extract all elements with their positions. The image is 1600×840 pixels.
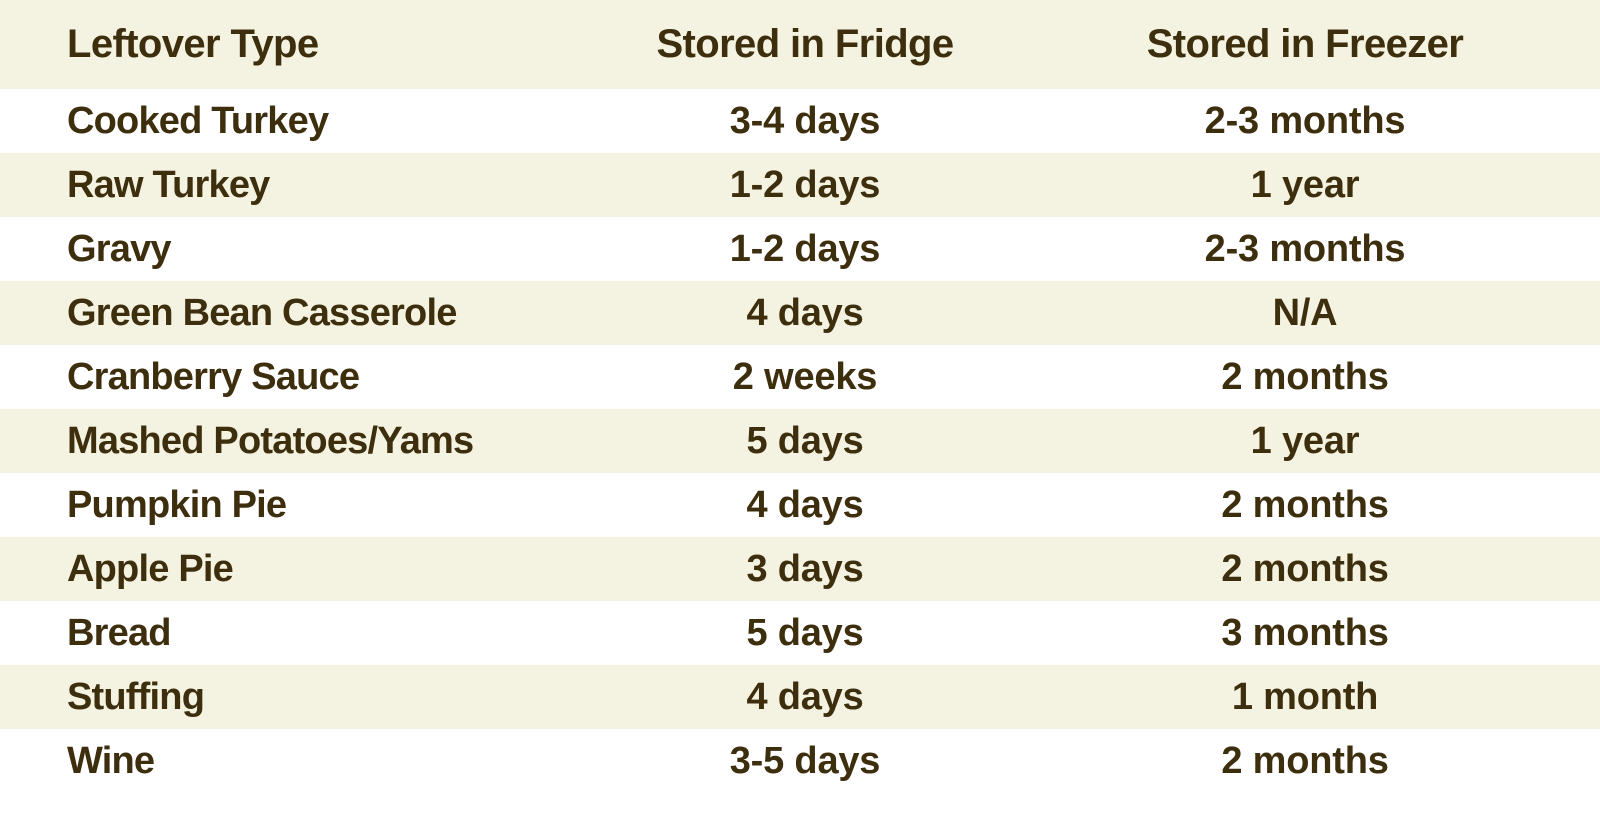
table-row: Mashed Potatoes/Yams 5 days 1 year (0, 409, 1600, 473)
column-header-stored-in-fridge: Stored in Fridge (656, 22, 954, 66)
cell-leftover-type: Wine (67, 740, 155, 782)
cell-stored-in-fridge: 5 days (746, 420, 864, 462)
cell-stored-in-fridge: 3-4 days (729, 100, 881, 142)
cell-leftover-type: Bread (67, 612, 172, 654)
cell-stored-in-freezer: 2 months (1221, 548, 1389, 590)
cell-stored-in-fridge: 1-2 days (729, 228, 881, 270)
cell-stored-in-fridge: 4 days (746, 676, 864, 718)
cell-stored-in-freezer: 2-3 months (1204, 100, 1406, 142)
cell-stored-in-freezer: 2-3 months (1204, 228, 1406, 270)
cell-leftover-type: Gravy (67, 228, 172, 270)
cell-stored-in-freezer: 2 months (1221, 356, 1389, 398)
cell-stored-in-freezer: 2 months (1221, 484, 1389, 526)
cell-stored-in-fridge: 5 days (746, 612, 864, 654)
table-row: Cooked Turkey 3-4 days 2-3 months (0, 89, 1600, 153)
cell-leftover-type: Green Bean Casserole (67, 292, 457, 334)
table-header: Leftover Type Stored in Fridge Stored in… (0, 0, 1600, 89)
table-bottom-filler (0, 793, 1600, 840)
table-body: Cooked Turkey 3-4 days 2-3 months Raw Turke… (0, 89, 1600, 793)
table-row: Cranberry Sauce 2 weeks 2 months (0, 345, 1600, 409)
cell-leftover-type: Apple Pie (67, 548, 234, 590)
header-row: Leftover Type Stored in Fridge Stored in… (0, 0, 1600, 89)
cell-leftover-type: Pumpkin Pie (67, 484, 287, 526)
column-header-leftover-type: Leftover Type (67, 22, 319, 66)
table-row: Stuffing 4 days 1 month (0, 665, 1600, 729)
cell-stored-in-freezer: 1 year (1250, 164, 1360, 206)
cell-leftover-type: Cooked Turkey (67, 100, 329, 142)
cell-stored-in-fridge: 1-2 days (729, 164, 881, 206)
cell-stored-in-fridge: 4 days (746, 484, 864, 526)
cell-stored-in-freezer: 1 year (1250, 420, 1360, 462)
table-row: Pumpkin Pie 4 days 2 months (0, 473, 1600, 537)
cell-stored-in-fridge: 3 days (746, 548, 864, 590)
cell-stored-in-fridge: 3-5 days (729, 740, 881, 782)
cell-stored-in-fridge: 4 days (746, 292, 864, 334)
cell-stored-in-freezer: N/A (1272, 292, 1338, 334)
cell-leftover-type: Raw Turkey (67, 164, 270, 206)
storage-times-table: Leftover Type Stored in Fridge Stored in… (0, 0, 1600, 793)
table-row: Apple Pie 3 days 2 months (0, 537, 1600, 601)
cell-stored-in-fridge: 2 weeks (732, 356, 878, 398)
cell-stored-in-freezer: 3 months (1221, 612, 1389, 654)
cell-stored-in-freezer: 2 months (1221, 740, 1389, 782)
table-row: Gravy 1-2 days 2-3 months (0, 217, 1600, 281)
column-header-stored-in-freezer: Stored in Freezer (1146, 22, 1464, 66)
cell-stored-in-freezer: 1 month (1231, 676, 1379, 718)
cell-leftover-type: Stuffing (67, 676, 205, 718)
table-row: Wine 3-5 days 2 months (0, 729, 1600, 793)
cell-leftover-type: Cranberry Sauce (67, 356, 360, 398)
table-row: Bread 5 days 3 months (0, 601, 1600, 665)
table-row: Raw Turkey 1-2 days 1 year (0, 153, 1600, 217)
cell-leftover-type: Mashed Potatoes/Yams (67, 420, 474, 462)
table-row: Green Bean Casserole 4 days N/A (0, 281, 1600, 345)
